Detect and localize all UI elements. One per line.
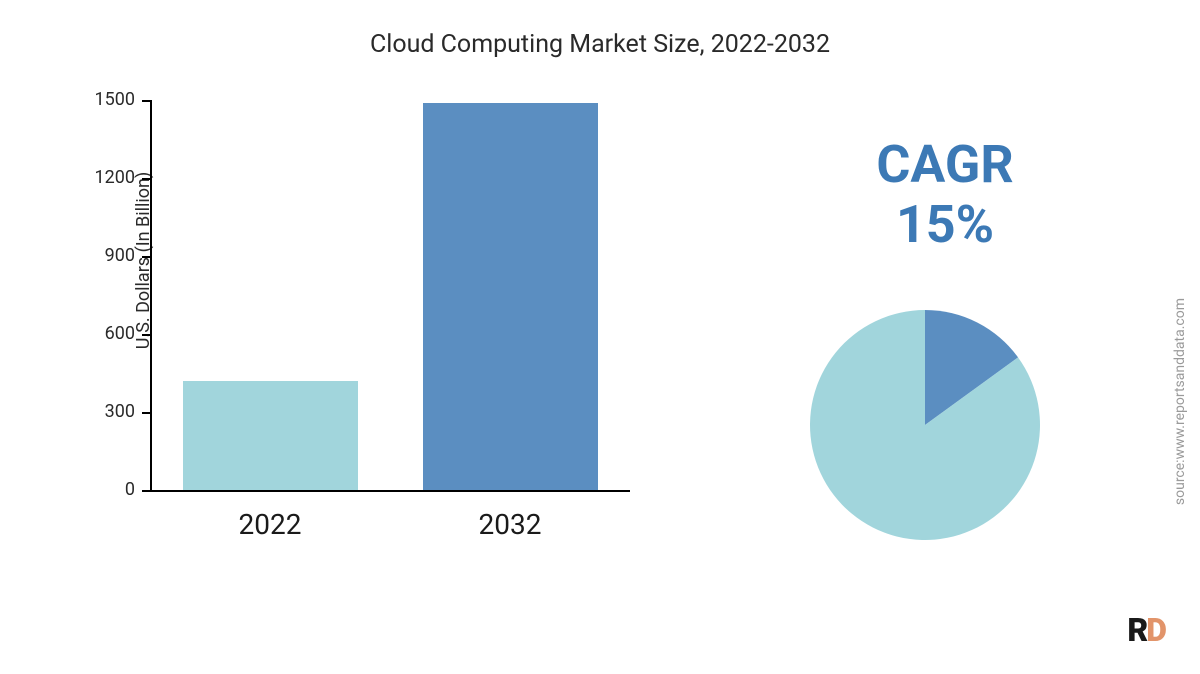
pie-chart <box>810 310 1040 540</box>
bar-chart: 03006009001200150020222032 <box>150 100 630 490</box>
logo-letter-r: R <box>1127 611 1146 649</box>
bar <box>183 381 358 490</box>
y-tick <box>142 334 150 336</box>
y-tick-label: 0 <box>85 479 135 500</box>
x-tick-label: 2032 <box>450 508 570 541</box>
x-tick-label: 2022 <box>210 508 330 541</box>
y-tick-label: 900 <box>85 245 135 266</box>
chart-title: Cloud Computing Market Size, 2022-2032 <box>0 30 1200 59</box>
y-tick-label: 300 <box>85 401 135 422</box>
cagr-block: CAGR 15% <box>805 135 1085 255</box>
source-attribution: source:www.reportsanddata.com <box>1172 298 1188 505</box>
y-tick-label: 1200 <box>85 167 135 188</box>
logo-letter-d: D <box>1146 611 1165 649</box>
y-tick-label: 600 <box>85 323 135 344</box>
y-tick <box>142 178 150 180</box>
x-axis-line <box>150 490 630 492</box>
y-tick <box>142 100 150 102</box>
cagr-value: 15% <box>805 195 1085 255</box>
y-axis-line <box>150 100 152 490</box>
pie-svg <box>810 310 1040 540</box>
y-tick <box>142 256 150 258</box>
bar <box>423 103 598 490</box>
y-tick <box>142 490 150 492</box>
y-tick <box>142 412 150 414</box>
y-tick-label: 1500 <box>85 89 135 110</box>
cagr-label: CAGR <box>805 135 1085 195</box>
brand-logo: RD <box>1127 611 1165 649</box>
